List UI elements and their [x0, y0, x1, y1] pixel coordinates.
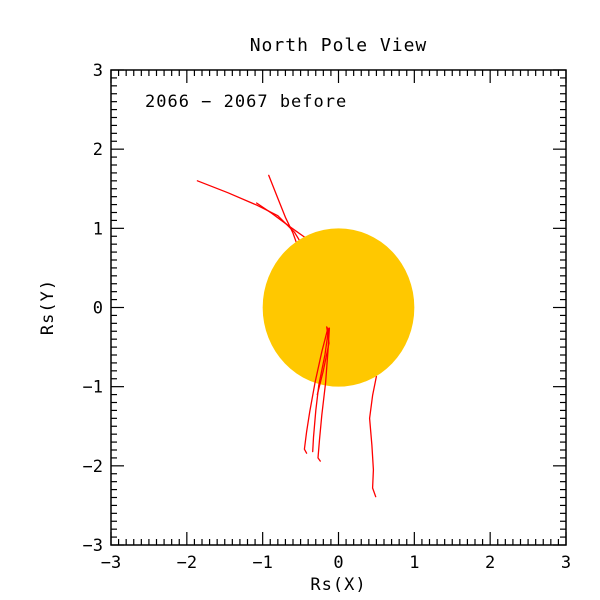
x-tick-label: 3 [561, 553, 571, 573]
trajectory-bottom-1 [303, 327, 329, 454]
y-axis-label: Rs(Y) [38, 278, 58, 336]
x-tick-label: −2 [177, 553, 197, 573]
annotation-year-range: 2066 − 2067 before [145, 92, 348, 112]
y-tick-label: −2 [83, 457, 103, 477]
y-tick-label: 1 [93, 219, 103, 239]
trajectory-bottom-2 [312, 328, 330, 453]
trajectory-bottom-3 [317, 327, 331, 462]
trajectory-upper-2 [268, 174, 299, 247]
x-tick-label: 2 [485, 553, 495, 573]
plot-title: North Pole View [249, 35, 428, 56]
x-tick-label: −1 [252, 553, 272, 573]
y-tick-label: 0 [93, 299, 103, 319]
y-tick-label: −3 [83, 536, 103, 556]
sun-disk [262, 228, 415, 387]
x-tick-label: −3 [101, 553, 121, 573]
y-tick-label: 3 [93, 61, 103, 81]
x-tick-label: 0 [333, 553, 343, 573]
trajectory-right [368, 375, 378, 498]
trajectory-bottom-4 [316, 326, 330, 396]
y-tick-label: −1 [83, 378, 103, 398]
trajectory-upper-1 [196, 180, 302, 245]
y-tick-label: 2 [93, 140, 103, 160]
x-axis-label: Rs(X) [310, 575, 367, 595]
x-tick-label: 1 [409, 553, 419, 573]
